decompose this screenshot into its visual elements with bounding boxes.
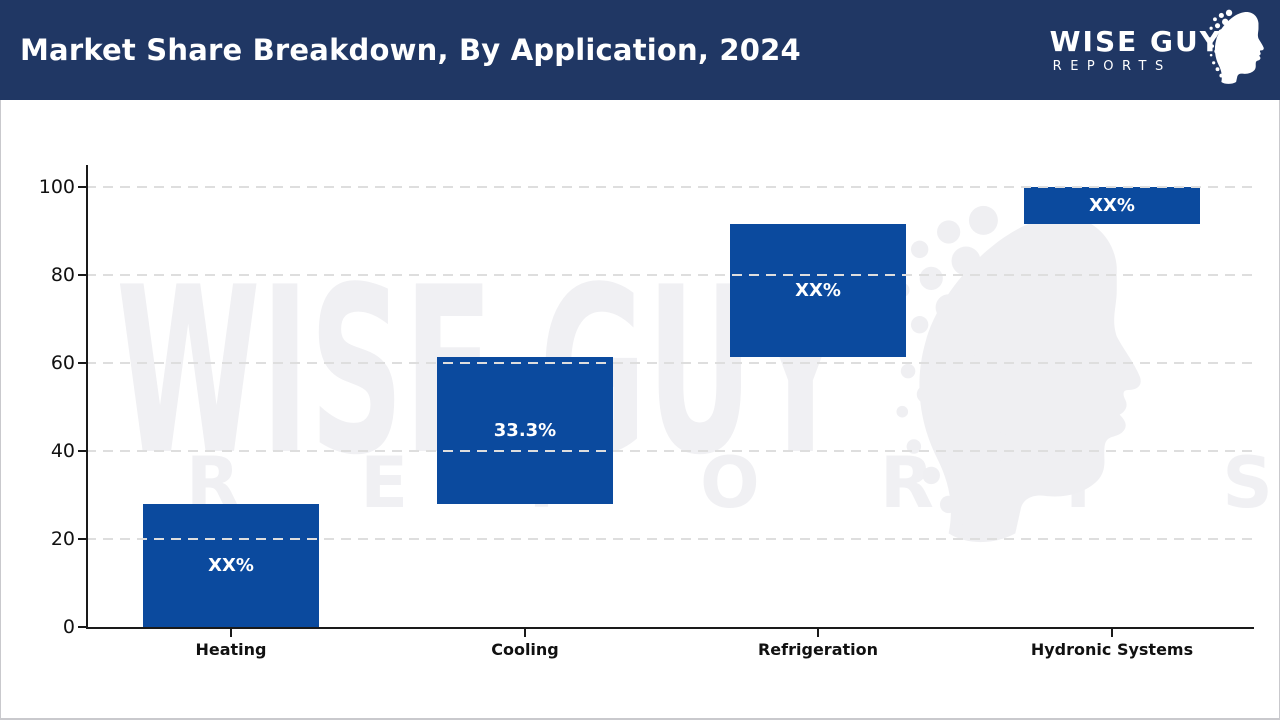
x-category-label: Heating bbox=[195, 640, 267, 659]
bar-segment: XX% bbox=[1024, 187, 1200, 224]
x-category-label: Cooling bbox=[491, 640, 559, 659]
x-tick-mark bbox=[817, 629, 819, 637]
y-tick-mark bbox=[78, 538, 86, 540]
y-tick-label: 80 bbox=[50, 264, 75, 286]
watermark-face-icon bbox=[879, 203, 1169, 574]
gridline bbox=[86, 186, 1259, 188]
x-axis bbox=[86, 627, 1254, 629]
y-tick-label: 60 bbox=[50, 352, 75, 374]
gridline bbox=[86, 274, 1259, 276]
gridline bbox=[86, 538, 1259, 540]
y-tick-mark bbox=[78, 362, 86, 364]
x-tick-mark bbox=[230, 629, 232, 637]
wiseguy-face-icon bbox=[1206, 9, 1270, 91]
x-category-label: Hydronic Systems bbox=[1030, 640, 1194, 659]
gridline bbox=[86, 450, 1259, 452]
logo-text: WISE GUY REPORTS bbox=[1049, 24, 1222, 74]
x-tick-mark bbox=[1111, 629, 1113, 637]
y-tick-label: 20 bbox=[50, 528, 75, 550]
bar-segment: XX% bbox=[730, 223, 906, 358]
chart-region: WISE GUY R E P O R T S XX% 33.3% XX% XX% 0 20… bbox=[0, 100, 1280, 720]
logo-tagline: REPORTS bbox=[1052, 58, 1172, 74]
bar-value-label: XX% bbox=[1089, 194, 1135, 216]
header-bar: Market Share Breakdown, By Application, … bbox=[0, 0, 1280, 100]
y-tick-label: 0 bbox=[62, 616, 75, 638]
x-category-label: Refrigeration bbox=[757, 640, 878, 659]
y-axis bbox=[86, 165, 88, 629]
y-tick-mark bbox=[78, 450, 86, 452]
bar-value-label: XX% bbox=[208, 554, 254, 576]
y-tick-label: 100 bbox=[38, 176, 75, 198]
gridline bbox=[86, 362, 1259, 364]
bar-value-label: 33.3% bbox=[493, 420, 557, 442]
bar-value-label: XX% bbox=[795, 279, 841, 301]
y-tick-label: 40 bbox=[50, 440, 75, 462]
y-tick-mark bbox=[78, 274, 86, 276]
wiseguy-logo: WISE GUY REPORTS bbox=[1050, 9, 1270, 91]
y-tick-mark bbox=[78, 186, 86, 188]
bar-segment: 33.3% bbox=[437, 357, 613, 504]
page-title: Market Share Breakdown, By Application, … bbox=[20, 33, 801, 67]
logo-name: WISE GUY bbox=[1049, 24, 1222, 58]
bar-segment: XX% bbox=[143, 503, 319, 627]
y-tick-mark bbox=[78, 626, 86, 628]
x-tick-mark bbox=[524, 629, 526, 637]
